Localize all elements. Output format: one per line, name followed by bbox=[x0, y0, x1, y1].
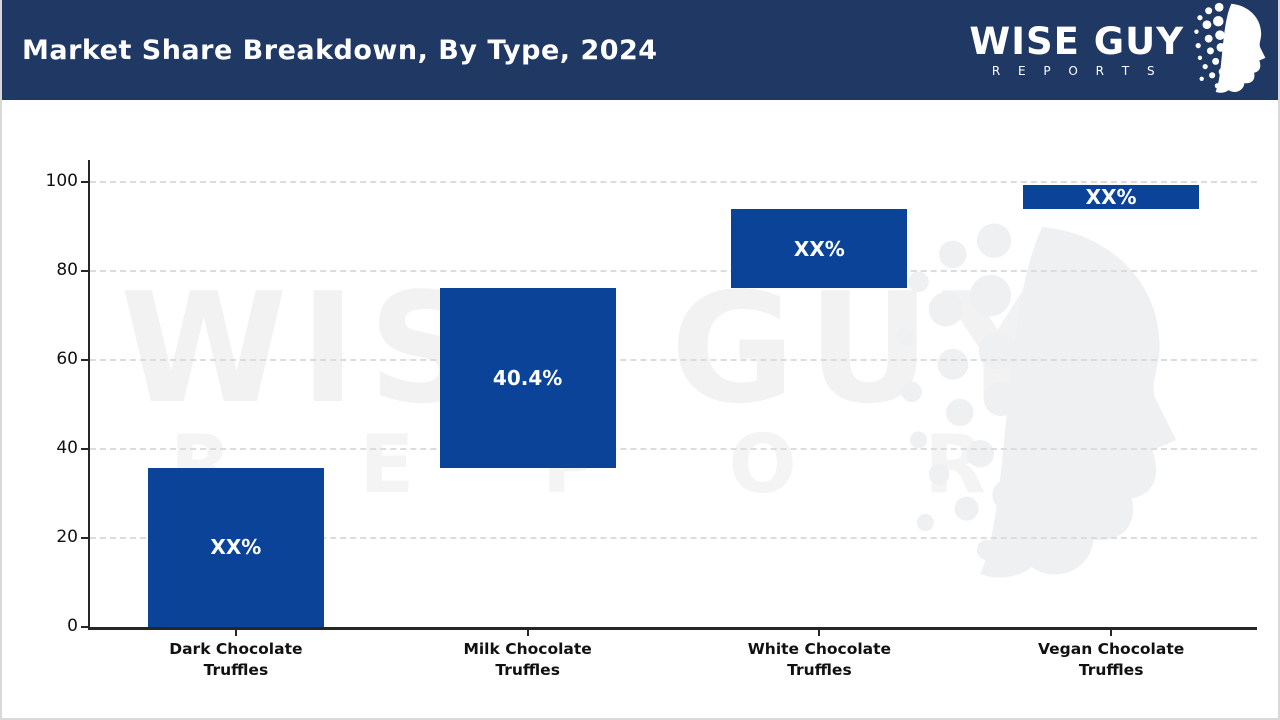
gridline bbox=[90, 537, 1257, 540]
wiseguy-face-icon bbox=[1194, 2, 1266, 93]
category-label: Milk Chocolate Truffles bbox=[463, 640, 592, 679]
bar-value-label: 40.4% bbox=[492, 365, 563, 390]
chart-title: Market Share Breakdown, By Type, 2024 bbox=[22, 34, 658, 66]
bar-value-label: XX% bbox=[210, 535, 262, 560]
y-tick-label: 40 bbox=[56, 438, 78, 459]
header-bar: Market Share Breakdown, By Type, 2024 WI… bbox=[2, 0, 1278, 100]
y-tick-mark bbox=[81, 181, 88, 184]
x-tick-mark bbox=[818, 629, 821, 636]
gridline bbox=[90, 359, 1257, 362]
x-axis-line bbox=[88, 627, 1257, 630]
y-tick-mark bbox=[81, 537, 88, 540]
x-tick-mark bbox=[234, 629, 237, 636]
bar-white-chocolate-truffles: XX% bbox=[731, 208, 908, 289]
bar-value-label: XX% bbox=[1085, 185, 1137, 210]
y-tick-label: 100 bbox=[45, 171, 78, 192]
wiseguy-logo: WISE GUY R E P O R T S bbox=[969, 2, 1278, 98]
y-tick-mark bbox=[81, 270, 88, 273]
category-label: Vegan Chocolate Truffles bbox=[1038, 640, 1185, 679]
x-tick-mark bbox=[526, 629, 529, 636]
wiseguy-logo-text: WISE GUY R E P O R T S bbox=[969, 19, 1184, 78]
gridline bbox=[90, 448, 1257, 451]
y-tick-mark bbox=[81, 448, 88, 451]
logo-wordmark: WISE GUY bbox=[969, 19, 1184, 63]
x-tick-mark bbox=[1110, 629, 1113, 636]
y-tick-label: 60 bbox=[56, 349, 78, 370]
y-axis-line bbox=[88, 160, 90, 629]
logo-subtext: R E P O R T S bbox=[991, 63, 1162, 78]
y-tick-label: 0 bbox=[67, 616, 78, 636]
gridline bbox=[90, 181, 1257, 184]
bar-value-label: XX% bbox=[793, 236, 845, 261]
category-label: White Chocolate Truffles bbox=[747, 640, 892, 679]
category-label: Dark Chocolate Truffles bbox=[169, 640, 303, 679]
bar-dark-chocolate-truffles: XX% bbox=[147, 467, 324, 627]
bar-vegan-chocolate-truffles: XX% bbox=[1023, 185, 1200, 210]
y-tick-label: 80 bbox=[56, 260, 78, 281]
y-tick-mark bbox=[81, 359, 88, 362]
chart-area: WISE GUY R E P O R T S 020406080100XX%Da… bbox=[2, 100, 1278, 718]
y-tick-mark bbox=[81, 626, 88, 628]
gridline bbox=[90, 270, 1257, 273]
bar-milk-chocolate-truffles: 40.4% bbox=[439, 288, 616, 468]
watermark-face-icon bbox=[896, 223, 1177, 578]
y-tick-label: 20 bbox=[56, 527, 78, 548]
